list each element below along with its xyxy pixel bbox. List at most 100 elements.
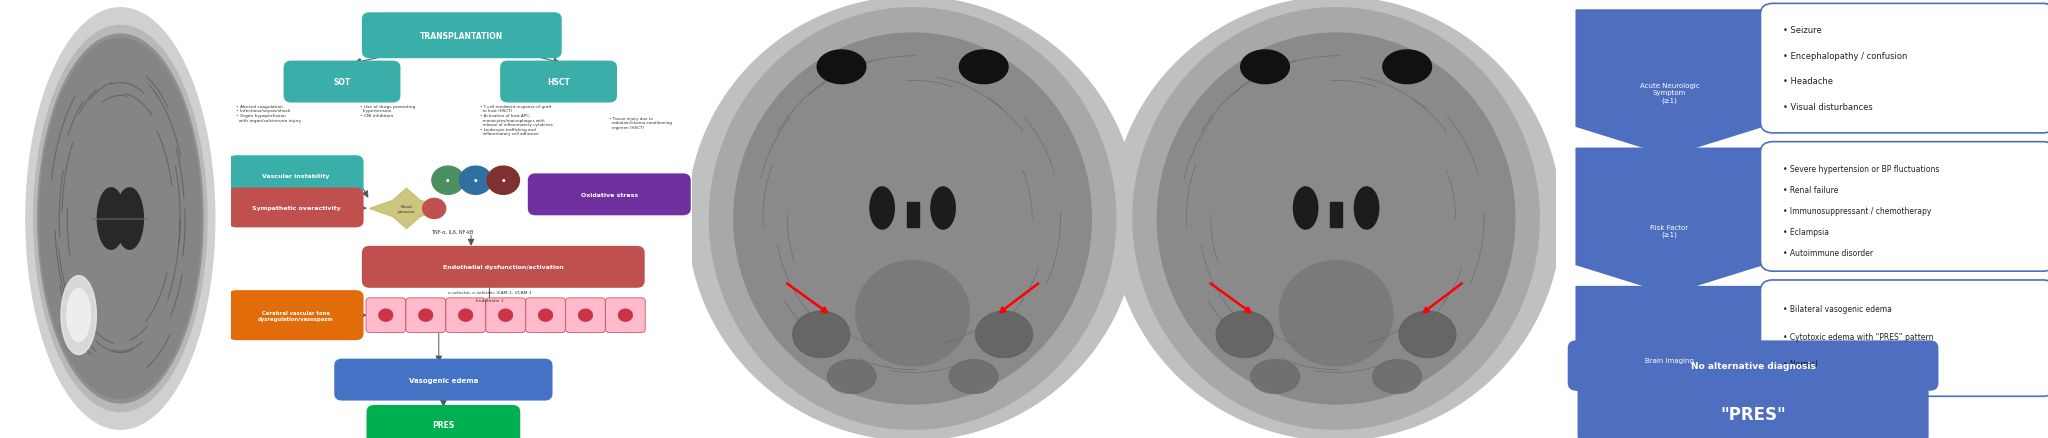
FancyBboxPatch shape xyxy=(229,157,362,195)
FancyBboxPatch shape xyxy=(526,298,565,333)
Polygon shape xyxy=(1157,34,1516,404)
Polygon shape xyxy=(1280,261,1393,366)
Polygon shape xyxy=(856,261,969,366)
Text: • T-cell mediated response of graft
  to host (HSCT)
• Activation of host APC,
 : • T-cell mediated response of graft to h… xyxy=(481,105,553,136)
Text: Acute Neurologic
Symptom
(≥1): Acute Neurologic Symptom (≥1) xyxy=(1640,83,1700,103)
Polygon shape xyxy=(1382,51,1432,85)
Polygon shape xyxy=(907,202,920,227)
Polygon shape xyxy=(1372,360,1421,393)
Polygon shape xyxy=(1577,149,1763,294)
FancyBboxPatch shape xyxy=(1569,342,1937,390)
Polygon shape xyxy=(1399,311,1456,358)
Text: Endothelial dysfunction/activation: Endothelial dysfunction/activation xyxy=(442,265,563,270)
Polygon shape xyxy=(37,35,203,403)
FancyBboxPatch shape xyxy=(229,291,362,339)
Polygon shape xyxy=(1112,0,1561,438)
Polygon shape xyxy=(932,187,954,230)
Text: PRES: PRES xyxy=(432,420,455,429)
FancyBboxPatch shape xyxy=(1579,385,1927,438)
Text: No alternative diagnosis: No alternative diagnosis xyxy=(1692,361,1815,370)
Text: • Seizure: • Seizure xyxy=(1782,26,1821,35)
Polygon shape xyxy=(827,360,877,393)
Text: "PRES": "PRES" xyxy=(1720,405,1786,423)
Polygon shape xyxy=(459,309,473,321)
Circle shape xyxy=(432,167,465,195)
Text: ●: ● xyxy=(473,179,477,183)
Polygon shape xyxy=(117,188,143,250)
FancyBboxPatch shape xyxy=(565,298,606,333)
Text: Brain Imaging: Brain Imaging xyxy=(1645,357,1694,363)
Text: • Tissue injury due to
  radiation/chemo conditioning
  regimen (HSCT): • Tissue injury due to radiation/chemo c… xyxy=(610,117,672,130)
FancyBboxPatch shape xyxy=(406,298,446,333)
Text: • Use of drugs promoting
  hypertension
• CNI inhibitors: • Use of drugs promoting hypertension • … xyxy=(360,105,416,118)
Text: • Headache: • Headache xyxy=(1782,77,1833,86)
Text: • Immunosuppressant / chemotherapy: • Immunosuppressant / chemotherapy xyxy=(1782,206,1931,215)
FancyBboxPatch shape xyxy=(229,189,362,227)
Polygon shape xyxy=(870,187,895,230)
Text: • Altered coagulation
• Infectious/sepsis/shock
• Organ hypoperfusion
  with org: • Altered coagulation • Infectious/sepsi… xyxy=(236,105,301,122)
Text: Sympathetic overactivity: Sympathetic overactivity xyxy=(252,205,340,210)
Polygon shape xyxy=(948,360,997,393)
Circle shape xyxy=(487,167,520,195)
Polygon shape xyxy=(1354,187,1378,230)
Text: • Encephalopathy / confusion: • Encephalopathy / confusion xyxy=(1782,52,1907,61)
Polygon shape xyxy=(98,188,125,250)
FancyBboxPatch shape xyxy=(485,298,526,333)
FancyBboxPatch shape xyxy=(1761,142,2048,272)
Polygon shape xyxy=(27,9,215,429)
Text: • Renal failure: • Renal failure xyxy=(1782,185,1837,194)
FancyBboxPatch shape xyxy=(285,62,399,102)
Text: e-selectin, e-selectin, ICAM-1, VCAM-1: e-selectin, e-selectin, ICAM-1, VCAM-1 xyxy=(449,290,530,294)
Text: Endothelin 1: Endothelin 1 xyxy=(475,298,504,302)
FancyBboxPatch shape xyxy=(502,62,616,102)
Text: TNF-α, IL6, NF-kB: TNF-α, IL6, NF-kB xyxy=(432,229,473,234)
Polygon shape xyxy=(422,199,446,219)
Polygon shape xyxy=(1577,287,1763,416)
Polygon shape xyxy=(369,189,444,229)
Polygon shape xyxy=(1241,51,1290,85)
Polygon shape xyxy=(618,309,633,321)
Text: ●: ● xyxy=(502,179,506,183)
Polygon shape xyxy=(793,311,850,358)
Text: • Eclampsia: • Eclampsia xyxy=(1782,227,1829,237)
Text: A: A xyxy=(709,13,723,31)
Polygon shape xyxy=(1217,311,1274,358)
FancyBboxPatch shape xyxy=(446,298,485,333)
Text: • Cytotoxic edema with “PRES” pattern: • Cytotoxic edema with “PRES” pattern xyxy=(1782,332,1933,341)
Polygon shape xyxy=(733,34,1092,404)
Circle shape xyxy=(459,167,492,195)
Text: Risk Factor
(≥1): Risk Factor (≥1) xyxy=(1651,224,1690,238)
Polygon shape xyxy=(709,9,1116,429)
Text: Oxidative stress: Oxidative stress xyxy=(582,192,637,198)
Polygon shape xyxy=(33,26,207,412)
FancyBboxPatch shape xyxy=(362,247,643,287)
Text: Vascular instability: Vascular instability xyxy=(262,173,330,178)
Text: Blood
pressure: Blood pressure xyxy=(397,205,416,213)
Polygon shape xyxy=(500,309,512,321)
FancyBboxPatch shape xyxy=(528,175,690,215)
Text: Vasogenic edema: Vasogenic edema xyxy=(410,377,477,383)
Polygon shape xyxy=(975,311,1032,358)
Polygon shape xyxy=(1133,9,1540,429)
Polygon shape xyxy=(68,289,90,342)
Text: • Normal: • Normal xyxy=(1782,360,1817,369)
Polygon shape xyxy=(420,309,432,321)
Polygon shape xyxy=(688,0,1137,438)
Text: • Visual disturbances: • Visual disturbances xyxy=(1782,102,1872,112)
Polygon shape xyxy=(39,39,201,399)
Polygon shape xyxy=(61,276,96,355)
FancyBboxPatch shape xyxy=(1761,4,2048,134)
Polygon shape xyxy=(817,51,866,85)
FancyBboxPatch shape xyxy=(606,298,645,333)
Text: HSCT: HSCT xyxy=(547,78,569,87)
Text: TRANSPLANTATION: TRANSPLANTATION xyxy=(420,32,504,41)
Text: • Severe hypertension or BP fluctuations: • Severe hypertension or BP fluctuations xyxy=(1782,164,1939,173)
FancyBboxPatch shape xyxy=(362,14,561,58)
Polygon shape xyxy=(1294,187,1317,230)
Polygon shape xyxy=(115,201,125,237)
FancyBboxPatch shape xyxy=(336,360,551,400)
Polygon shape xyxy=(379,309,393,321)
Polygon shape xyxy=(1577,11,1763,156)
Text: • Bilateral vasogenic edema: • Bilateral vasogenic edema xyxy=(1782,304,1892,314)
FancyBboxPatch shape xyxy=(1761,280,2048,396)
